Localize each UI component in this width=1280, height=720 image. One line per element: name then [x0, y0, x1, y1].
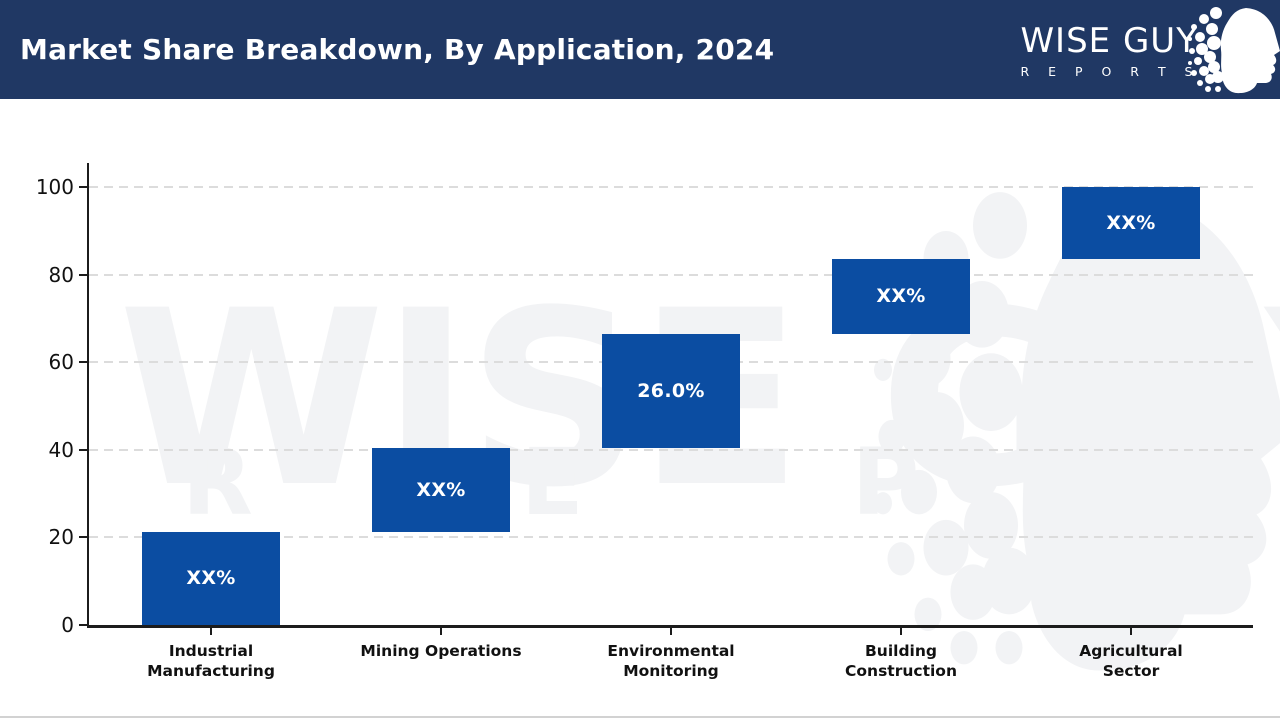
y-axis-tick-mark [79, 273, 88, 276]
y-axis-tick-mark [79, 361, 88, 364]
y-axis-tick-label: 100 [35, 175, 74, 199]
page-title: Market Share Breakdown, By Application, … [20, 33, 775, 66]
y-axis-tick-label: 80 [48, 262, 74, 287]
y-axis-tick-mark [79, 624, 88, 626]
bar-value-label: 26.0% [637, 380, 705, 403]
header-bar: Market Share Breakdown, By Application, … [0, 0, 1280, 99]
category-label-environmental-monitoring: Environmental Monitoring [607, 642, 735, 680]
category-label-mining-operations: Mining Operations [360, 642, 522, 660]
y-axis [87, 163, 89, 628]
gridline-80 [89, 273, 1253, 276]
y-axis-tick-mark [79, 448, 88, 451]
y-axis-tick-label: 40 [48, 437, 74, 462]
y-axis-tick-label: 0 [61, 613, 74, 637]
x-axis-tick-mark [900, 628, 902, 635]
bar-agricultural-sector: XX% [1062, 187, 1200, 259]
gridline-100 [89, 186, 1253, 188]
gridline-40 [89, 448, 1253, 451]
y-axis-tick-mark [79, 536, 88, 539]
wiseguy-watermark: WISE GUY R E P O R T S [0, 99, 1280, 717]
footer-divider [0, 716, 1280, 718]
brand-wordmark-line1: WISE GUY [1020, 21, 1198, 61]
x-axis-tick-mark [210, 628, 212, 635]
bar-value-label: XX% [876, 285, 926, 308]
wiseguy-head-logo-icon [1188, 7, 1280, 94]
x-axis-tick-mark [670, 628, 672, 635]
bar-value-label: XX% [186, 567, 236, 590]
category-label-industrial-manufacturing: Industrial Manufacturing [147, 642, 275, 680]
category-label-building-construction: Building Construction [845, 642, 957, 680]
x-axis [87, 625, 1253, 628]
x-axis-tick-mark [1130, 628, 1132, 635]
brand-wordmark: WISE GUY R E P O R T S [1020, 21, 1200, 79]
bar-industrial-manufacturing: XX% [142, 531, 280, 625]
bar-value-label: XX% [1106, 211, 1156, 234]
bar-value-label: XX% [416, 478, 466, 501]
y-axis-tick-label: 60 [48, 350, 74, 375]
brand-logo: WISE GUY R E P O R T S [1020, 0, 1280, 99]
x-axis-tick-mark [440, 628, 442, 635]
category-label-agricultural-sector: Agricultural Sector [1079, 642, 1183, 680]
brand-wordmark-line2: R E P O R T S [1020, 64, 1200, 79]
gridline-20 [89, 536, 1253, 539]
bar-building-construction: XX% [832, 258, 970, 335]
watermark-head-icon [874, 192, 1280, 671]
bar-environmental-monitoring: 26.0% [602, 334, 740, 449]
bar-mining-operations: XX% [372, 448, 510, 532]
y-axis-tick-label: 20 [48, 525, 74, 550]
y-axis-tick-mark [79, 186, 88, 188]
